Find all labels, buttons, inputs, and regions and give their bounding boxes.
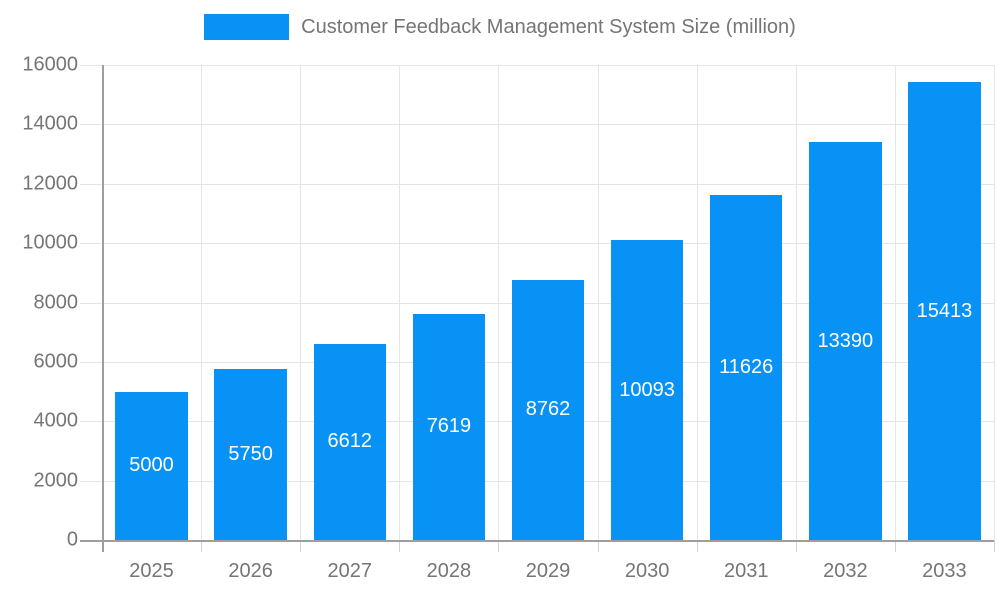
gridline-vertical — [597, 65, 599, 540]
y-tick-label: 12000 — [22, 172, 78, 195]
y-tick-label: 8000 — [33, 291, 79, 313]
gridline-vertical — [498, 65, 500, 540]
legend-swatch — [204, 14, 290, 40]
x-axis-tick — [894, 540, 896, 552]
x-tick-label: 2028 — [426, 560, 472, 582]
legend-label: Customer Feedback Management System Size… — [301, 16, 796, 38]
bar[interactable]: 11626 — [710, 194, 783, 540]
y-axis-tick — [80, 302, 102, 304]
x-axis-tick — [300, 540, 302, 552]
gridline-vertical — [994, 65, 995, 540]
bar[interactable]: 10093 — [610, 240, 684, 540]
bar-value-label: 6612 — [327, 430, 373, 453]
bar[interactable]: 15413 — [908, 82, 981, 540]
y-tick-label: 6000 — [33, 350, 79, 373]
gridline-horizontal — [102, 65, 994, 66]
bar[interactable]: 13390 — [809, 142, 882, 540]
y-axis-line — [102, 65, 104, 552]
bar-value-label: 5750 — [228, 443, 273, 466]
gridline-horizontal — [102, 124, 994, 126]
legend[interactable]: Customer Feedback Management System Size… — [0, 14, 1000, 40]
x-axis-tick — [795, 540, 797, 552]
y-axis-tick — [80, 183, 102, 185]
y-axis-tick — [80, 361, 102, 363]
gridline-horizontal — [102, 183, 994, 185]
x-tick-label: 2031 — [723, 560, 769, 582]
x-tick-label: 2033 — [922, 560, 967, 582]
x-axis-tick — [696, 540, 698, 552]
bar[interactable]: 7619 — [412, 313, 486, 540]
gridline-vertical — [399, 65, 401, 540]
y-tick-label: 0 — [66, 528, 78, 551]
x-tick-label: 2025 — [129, 560, 174, 582]
x-axis-tick — [201, 540, 203, 552]
x-axis-tick — [994, 540, 995, 552]
bar-value-label: 15413 — [916, 299, 973, 322]
gridline-vertical — [201, 65, 203, 540]
gridline-vertical — [300, 65, 302, 540]
bar-value-label: 7619 — [426, 415, 472, 438]
bar-value-label: 10093 — [619, 378, 675, 401]
y-tick-label: 14000 — [22, 112, 78, 135]
bar-value-label: 5000 — [129, 454, 174, 477]
y-axis-tick — [80, 243, 102, 245]
bar[interactable]: 5000 — [115, 391, 188, 540]
x-tick-label: 2030 — [624, 560, 670, 582]
x-tick-label: 2032 — [823, 560, 868, 582]
y-tick-label: 2000 — [33, 469, 79, 492]
bar[interactable]: 8762 — [511, 279, 585, 540]
y-axis-tick — [80, 65, 102, 66]
y-axis-tick — [80, 421, 102, 423]
y-tick-label: 10000 — [22, 231, 78, 254]
gridline-horizontal — [102, 243, 994, 245]
bar-value-label: 11626 — [719, 355, 774, 378]
bar-value-label: 8762 — [525, 398, 571, 421]
y-tick-label: 16000 — [22, 53, 78, 76]
x-axis-tick — [597, 540, 599, 552]
bar-value-label: 13390 — [817, 329, 874, 352]
x-tick-label: 2026 — [228, 560, 273, 582]
x-axis-tick — [498, 540, 500, 552]
x-tick-label: 2027 — [327, 560, 373, 582]
x-axis-tick — [399, 540, 401, 552]
gridline-vertical — [696, 65, 698, 540]
x-tick-label: 2029 — [525, 560, 571, 582]
gridline-vertical — [894, 65, 896, 540]
y-tick-label: 4000 — [33, 409, 79, 432]
y-axis-tick — [80, 480, 102, 482]
bar[interactable]: 5750 — [214, 369, 287, 540]
y-axis-tick — [80, 124, 102, 126]
gridline-vertical — [795, 65, 797, 540]
x-axis-line — [80, 540, 994, 542]
bar[interactable]: 6612 — [313, 343, 386, 540]
